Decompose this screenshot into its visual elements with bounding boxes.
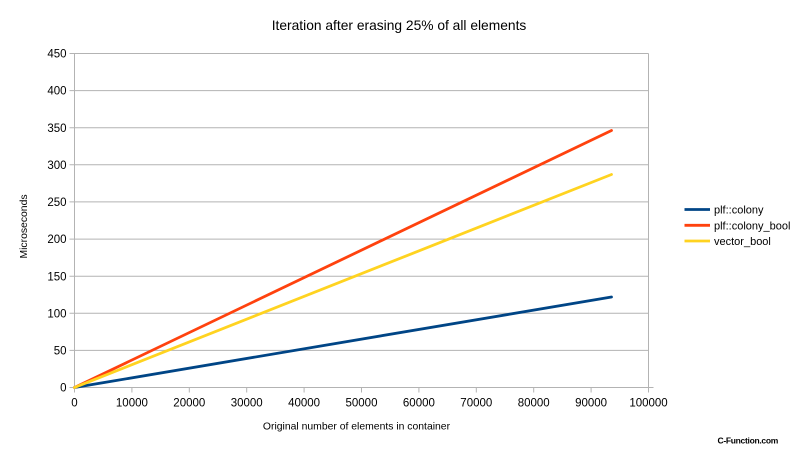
svg-text:0: 0	[71, 398, 77, 410]
svg-text:plf::colony_bool: plf::colony_bool	[714, 220, 790, 232]
svg-text:C-Function.com: C-Function.com	[718, 436, 779, 446]
svg-text:80000: 80000	[518, 398, 550, 410]
svg-text:70000: 70000	[460, 398, 492, 410]
svg-text:plf::colony: plf::colony	[714, 205, 764, 217]
svg-text:vector_bool: vector_bool	[714, 236, 771, 248]
svg-text:200: 200	[47, 234, 66, 246]
svg-text:50000: 50000	[346, 398, 378, 410]
svg-text:0: 0	[60, 383, 66, 395]
svg-text:400: 400	[47, 86, 66, 98]
svg-text:100: 100	[47, 308, 66, 320]
svg-text:10000: 10000	[116, 398, 148, 410]
svg-text:60000: 60000	[403, 398, 435, 410]
svg-text:350: 350	[47, 123, 66, 135]
svg-text:450: 450	[47, 49, 66, 61]
svg-text:90000: 90000	[575, 398, 607, 410]
svg-text:50: 50	[54, 346, 67, 358]
svg-text:250: 250	[47, 197, 66, 209]
svg-text:300: 300	[47, 160, 66, 172]
svg-text:30000: 30000	[231, 398, 263, 410]
svg-text:20000: 20000	[173, 398, 205, 410]
svg-text:150: 150	[47, 271, 66, 283]
svg-text:Original number of elements in: Original number of elements in container	[263, 422, 451, 433]
svg-text:Microseconds: Microseconds	[19, 194, 30, 258]
svg-text:40000: 40000	[288, 398, 320, 410]
svg-text:100000: 100000	[629, 398, 667, 410]
svg-text:Iteration after erasing 25% of: Iteration after erasing 25% of all eleme…	[272, 18, 527, 33]
